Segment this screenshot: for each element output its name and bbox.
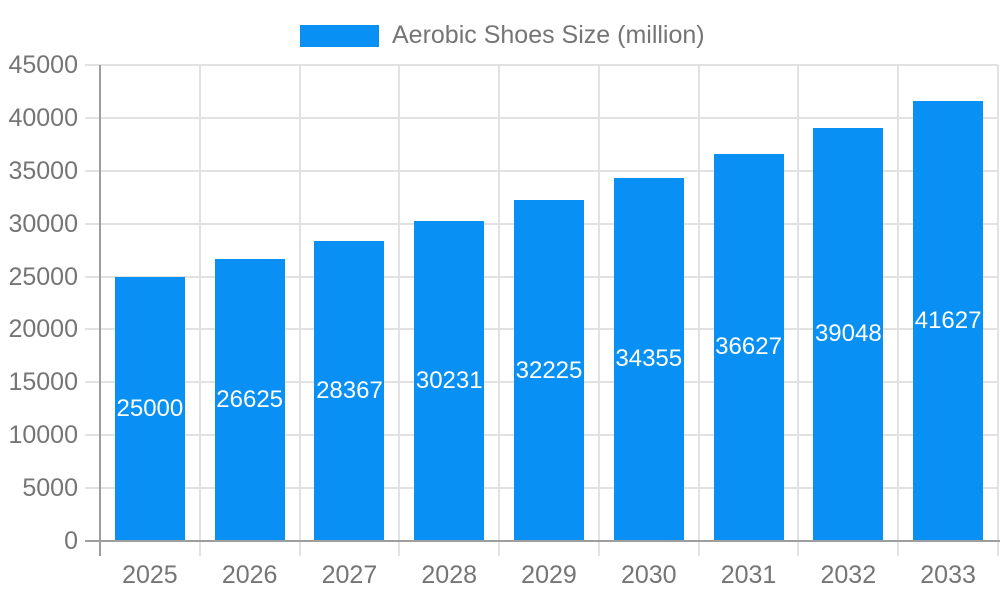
x-tick [897,541,900,556]
bar-value-label: 28367 [316,376,383,404]
x-axis-label: 2027 [321,561,378,589]
bar-value-label: 25000 [116,394,184,422]
bar-2033[interactable] [913,100,984,541]
bar-2026[interactable] [214,259,285,541]
bar-2030[interactable] [613,177,684,541]
y-gridline [100,169,998,172]
x-tick [997,541,999,556]
x-axis-label: 2028 [421,561,478,589]
x-axis-label: 2029 [521,561,577,589]
x-tick [398,541,401,556]
bar-value-label: 41627 [914,306,982,334]
bar-2032[interactable] [813,127,884,541]
y-gridline [100,116,998,119]
bar-value-label: 30231 [415,367,483,395]
y-axis-label: 35000 [8,156,78,185]
x-tick [697,541,700,556]
y-axis-label: 10000 [8,421,78,450]
y-tick [85,434,100,437]
y-axis-line [99,65,101,556]
x-gridline [697,65,700,541]
bar-2031[interactable] [713,153,784,541]
bar-value-label: 39048 [814,320,882,348]
y-gridline [100,64,998,66]
y-axis-label: 0 [64,527,78,555]
y-axis-label: 25000 [8,262,78,291]
legend: Aerobic Shoes Size (million) [300,21,705,50]
bar-2029[interactable] [514,200,584,541]
y-axis-label: 30000 [8,209,78,238]
legend-label: Aerobic Shoes Size (million) [392,21,705,49]
y-tick [85,116,100,119]
bar-2025[interactable] [114,276,185,541]
y-axis-label: 20000 [8,315,78,344]
y-tick [85,275,100,278]
bar-value-label: 34355 [615,345,683,373]
x-axis-line [85,540,1000,542]
x-tick [797,541,800,556]
y-tick [85,222,100,225]
y-axis-label: 15000 [8,368,78,397]
x-axis-label: 2026 [221,561,278,589]
x-tick [498,541,501,556]
bar-value-label: 32225 [515,356,583,384]
x-gridline [597,65,600,541]
x-gridline [498,65,501,541]
y-tick [85,381,100,384]
y-axis-label: 45000 [8,51,78,79]
x-gridline [298,65,301,541]
y-tick [85,169,100,172]
bar-value-label: 26625 [216,386,284,414]
y-tick [85,328,100,331]
x-axis-label: 2030 [620,561,677,589]
bar-2028[interactable] [414,221,485,541]
x-axis-label: 2033 [920,561,976,589]
x-gridline [797,65,800,541]
x-axis-label: 2032 [820,561,877,589]
legend-swatch [300,24,379,47]
y-axis-label: 5000 [22,474,78,503]
x-gridline [997,65,999,541]
bar-2027[interactable] [314,240,385,541]
y-tick [85,487,100,490]
y-tick [85,64,100,66]
x-tick [198,541,201,556]
x-gridline [198,65,201,541]
y-axis-label: 40000 [8,103,78,132]
x-axis-label: 2031 [720,561,777,589]
x-tick [298,541,301,556]
bar-value-label: 36627 [715,333,782,361]
x-gridline [897,65,900,541]
x-gridline [398,65,401,541]
x-axis-label: 2025 [122,561,178,589]
x-tick [597,541,600,556]
